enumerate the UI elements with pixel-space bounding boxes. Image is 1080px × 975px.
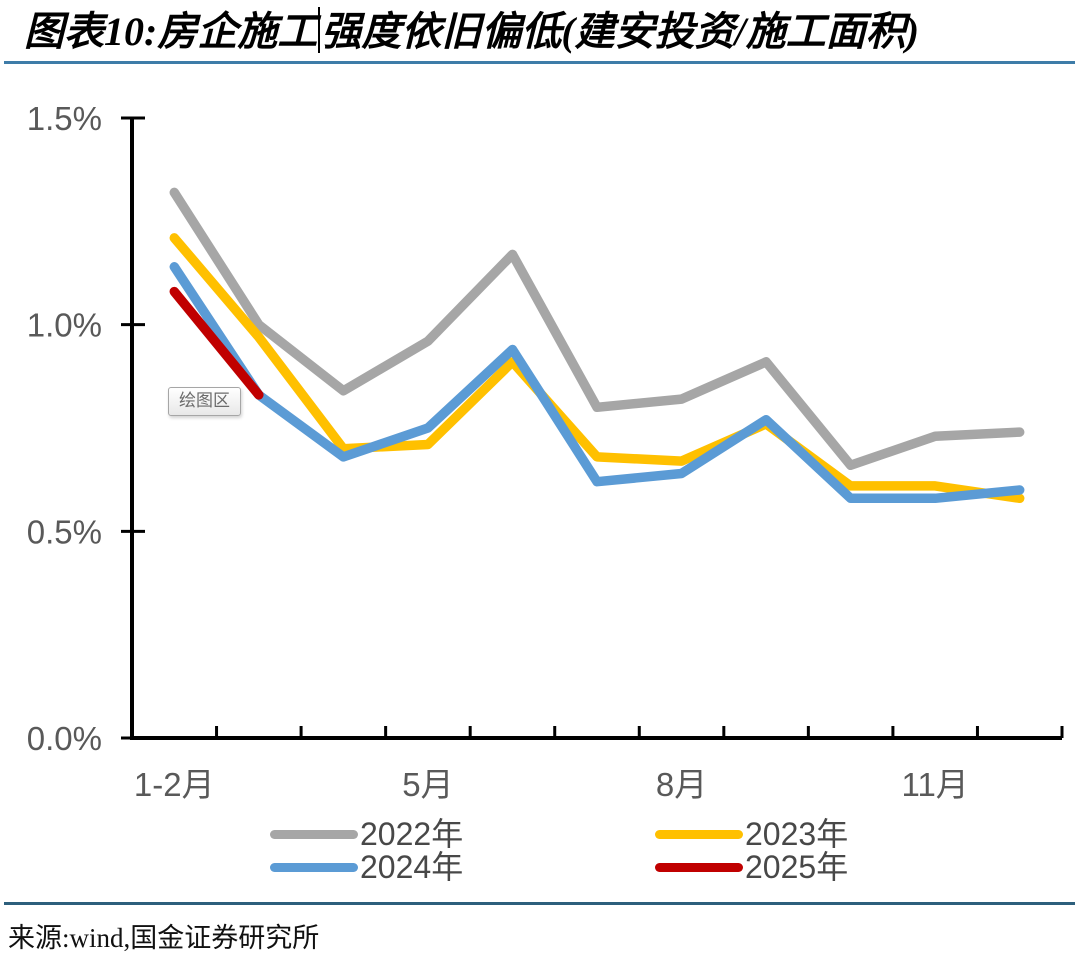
legend-item-2024: 2024年 — [270, 851, 463, 883]
x-axis-label: 8月 — [656, 766, 707, 803]
x-axis-label: 11月 — [902, 766, 969, 803]
legend-label-2023: 2023年 — [745, 816, 849, 852]
legend-swatch-2025 — [655, 862, 743, 872]
legend-item-2023: 2023年 — [655, 818, 848, 850]
text-cursor — [318, 7, 321, 53]
x-axis-label: 1-2月 — [134, 766, 215, 803]
legend-label-2025: 2025年 — [745, 849, 849, 885]
series-line-2023年 — [169, 233, 1025, 504]
figure-title: 图表10:房企施工 强度依旧偏低(建安投资/施工面积) — [24, 4, 919, 60]
x-axis-label: 5月 — [402, 766, 453, 803]
legend-swatch-2024 — [270, 862, 358, 872]
y-axis-tick-label: 1.5% — [27, 100, 102, 137]
series-line-2022年 — [169, 187, 1025, 470]
legend-swatch-2022 — [270, 829, 358, 839]
series-line-2024年 — [169, 262, 1025, 504]
axis-lines — [130, 118, 1062, 740]
legend-swatch-2023 — [655, 829, 743, 839]
figure-title-part2: 强度依旧偏低(建安投资/施工面积) — [321, 9, 920, 54]
plot-area-tooltip: 绘图区 — [168, 387, 241, 416]
y-axis-tick-label: 1.0% — [27, 307, 102, 344]
y-axis-tick-label: 0.5% — [27, 513, 102, 550]
top-divider-rule — [4, 61, 1075, 64]
figure-title-part1: 图表10:房企施工 — [24, 9, 318, 54]
legend-item-2025: 2025年 — [655, 851, 848, 883]
y-axis-tick-label: 0.0% — [27, 720, 102, 757]
bottom-divider-rule — [4, 902, 1075, 905]
legend-item-2022: 2022年 — [270, 818, 463, 850]
source-note: 来源:wind,国金证券研究所 — [8, 923, 320, 953]
series-line-2025年 — [169, 286, 264, 400]
legend-label-2024: 2024年 — [360, 849, 464, 885]
legend-label-2022: 2022年 — [360, 816, 464, 852]
